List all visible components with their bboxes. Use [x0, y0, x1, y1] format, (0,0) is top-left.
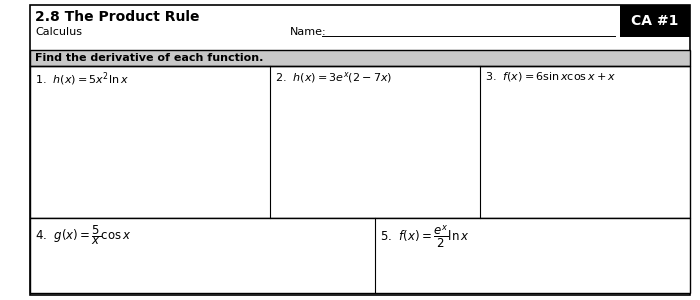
Text: 3.  $f(x) = 6\sin x \cos x + x$: 3. $f(x) = 6\sin x \cos x + x$ — [485, 70, 617, 83]
Text: 2.8 The Product Rule: 2.8 The Product Rule — [35, 10, 200, 24]
Text: Find the derivative of each function.: Find the derivative of each function. — [35, 53, 263, 63]
Bar — [30, 50, 690, 66]
Text: 5.  $f(x) = \dfrac{e^x}{2}\ln x$: 5. $f(x) = \dfrac{e^x}{2}\ln x$ — [380, 223, 470, 250]
Text: 1.  $h(x) = 5x^2 \ln x$: 1. $h(x) = 5x^2 \ln x$ — [35, 70, 129, 88]
Bar — [30, 66, 690, 218]
Text: 4.  $g(x) = \dfrac{5}{x}\cos x$: 4. $g(x) = \dfrac{5}{x}\cos x$ — [35, 223, 132, 247]
Text: Name:: Name: — [290, 27, 327, 37]
Text: 2.  $h(x) = 3e^x(2 - 7x)$: 2. $h(x) = 3e^x(2 - 7x)$ — [275, 70, 392, 85]
Bar — [30, 218, 690, 293]
Bar — [620, 5, 690, 37]
Bar — [30, 50, 690, 66]
Text: CA #1: CA #1 — [631, 14, 679, 28]
Text: Calculus: Calculus — [35, 27, 82, 37]
